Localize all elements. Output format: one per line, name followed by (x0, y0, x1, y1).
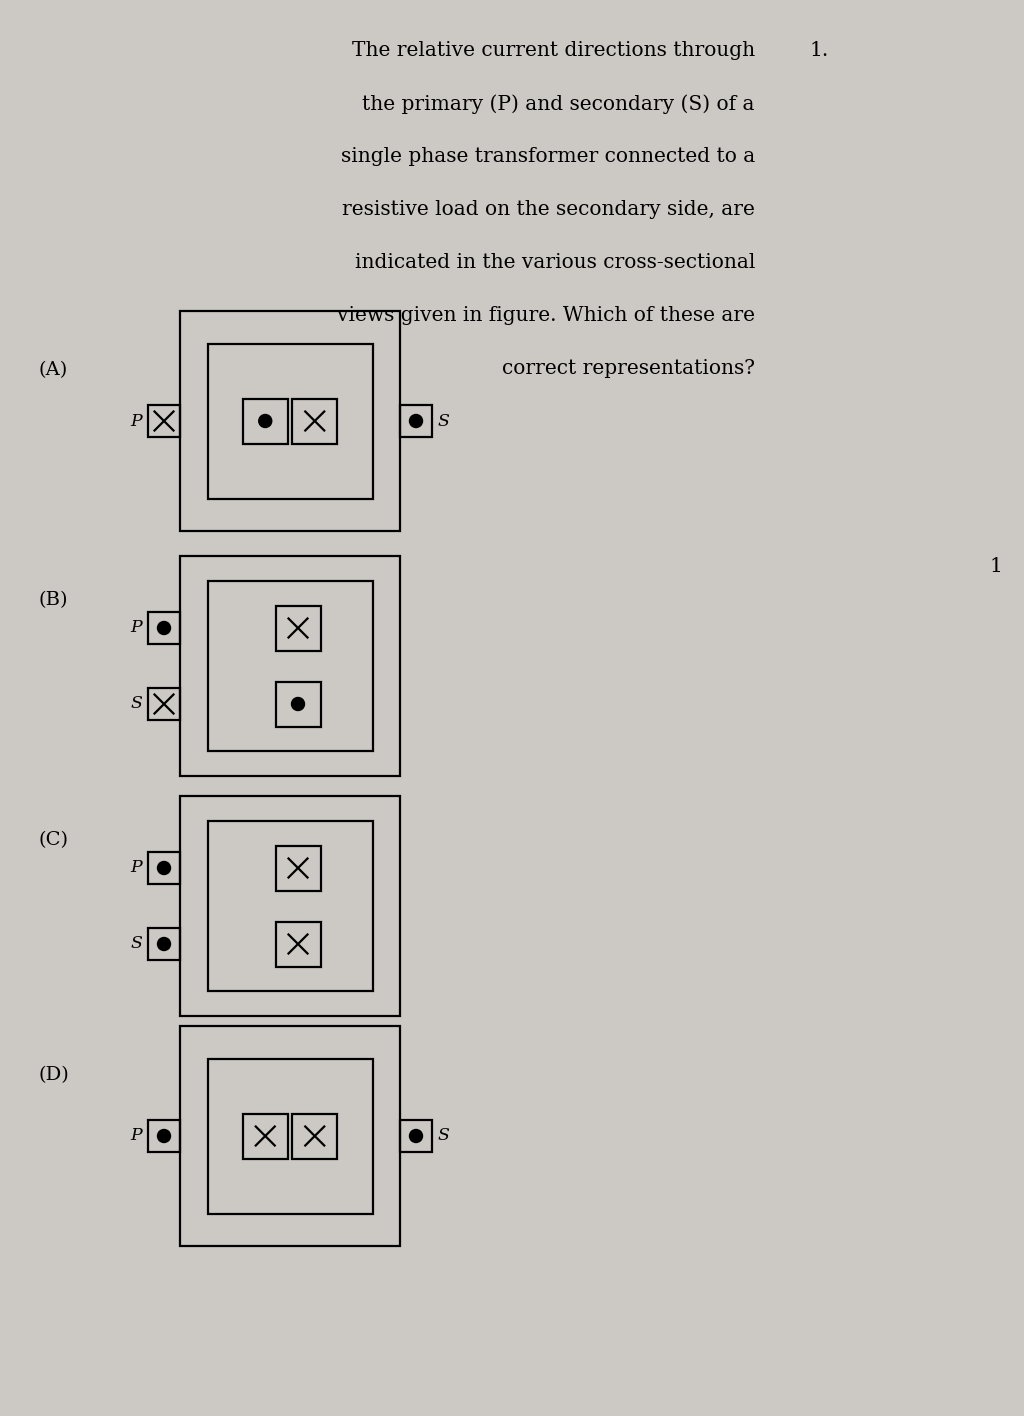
Text: S: S (438, 1127, 450, 1144)
Circle shape (158, 861, 171, 875)
Circle shape (292, 698, 304, 711)
Text: resistive load on the secondary side, are: resistive load on the secondary side, ar… (342, 200, 755, 219)
Circle shape (158, 622, 171, 634)
Text: (B): (B) (38, 590, 68, 609)
Bar (180, 796, 400, 1017)
Text: 1: 1 (990, 556, 1002, 575)
Circle shape (259, 415, 271, 428)
Text: correct representations?: correct representations? (502, 360, 755, 378)
Text: (C): (C) (38, 831, 68, 850)
Bar (208, 1059, 373, 1214)
Bar (208, 344, 373, 498)
Bar (208, 581, 373, 750)
Bar (148, 852, 180, 884)
Circle shape (158, 1130, 171, 1143)
Bar (275, 845, 321, 891)
Bar (180, 556, 400, 776)
Bar (400, 405, 432, 438)
Text: S: S (438, 412, 450, 429)
Text: The relative current directions through: The relative current directions through (352, 41, 755, 59)
Text: single phase transformer connected to a: single phase transformer connected to a (341, 147, 755, 166)
Text: (A): (A) (38, 361, 68, 379)
Circle shape (410, 415, 423, 428)
Bar (292, 398, 337, 443)
Bar (243, 1113, 288, 1158)
Bar (148, 405, 180, 438)
Text: S: S (130, 695, 142, 712)
Text: P: P (130, 620, 142, 637)
Bar (148, 688, 180, 719)
Text: indicated in the various cross-sectional: indicated in the various cross-sectional (354, 253, 755, 272)
Bar (275, 681, 321, 726)
Bar (148, 927, 180, 960)
Text: P: P (130, 412, 142, 429)
Bar (208, 821, 373, 991)
Text: P: P (130, 860, 142, 877)
Bar (180, 312, 400, 531)
Bar (275, 606, 321, 650)
Bar (275, 922, 321, 967)
Text: S: S (130, 936, 142, 953)
Bar (148, 1120, 180, 1153)
Text: (D): (D) (38, 1066, 69, 1085)
Bar (243, 398, 288, 443)
Text: views given in figure. Which of these are: views given in figure. Which of these ar… (337, 306, 755, 326)
Bar (180, 1027, 400, 1246)
Bar (148, 612, 180, 644)
Bar (292, 1113, 337, 1158)
Circle shape (158, 937, 171, 950)
Bar (400, 1120, 432, 1153)
Text: the primary (P) and secondary (S) of a: the primary (P) and secondary (S) of a (362, 93, 755, 113)
Text: P: P (130, 1127, 142, 1144)
Text: 1.: 1. (810, 41, 829, 59)
Circle shape (410, 1130, 423, 1143)
